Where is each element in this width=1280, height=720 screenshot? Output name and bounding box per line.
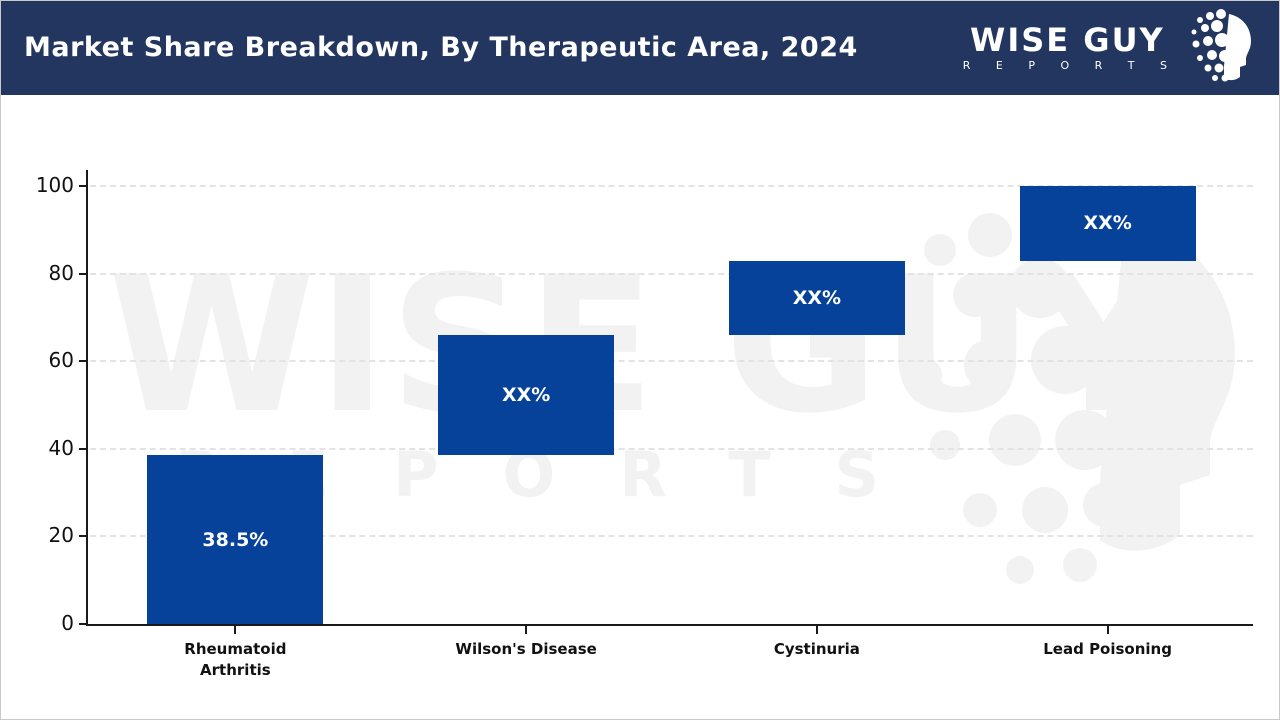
logo-text: WISE GUY R E P O R T S (957, 24, 1178, 72)
y-axis-tick-label: 20 (48, 523, 74, 548)
bar-value-label: 38.5% (202, 528, 269, 551)
gridline (90, 360, 1253, 363)
header-bar: Market Share Breakdown, By Therapeutic A… (0, 0, 1280, 95)
y-axis-line (86, 170, 88, 626)
y-axis-tick-label: 100 (35, 173, 74, 198)
y-axis-tick-label: 40 (48, 435, 74, 460)
gridline (90, 535, 1253, 538)
y-axis-tick (79, 185, 88, 188)
gridline (90, 447, 1253, 450)
x-axis-line (86, 624, 1253, 626)
waterfall-bar: XX% (1019, 186, 1196, 261)
y-axis-tick (79, 447, 88, 450)
waterfall-bar: 38.5% (147, 455, 324, 624)
logo-subtitle: R E P O R T S (962, 58, 1178, 72)
y-axis-tick-label: 0 (61, 611, 74, 635)
dotted-head-icon (1191, 8, 1251, 81)
wise-guy-logo: WISE GUY R E P O R T S (957, 8, 1256, 88)
y-axis-tick (79, 360, 88, 363)
x-axis-tick (525, 626, 528, 634)
x-axis-category-label: Rheumatoid Arthritis (184, 640, 287, 679)
x-axis-category-label: Cystinuria (773, 640, 860, 658)
x-axis-tick (234, 626, 237, 634)
x-axis-tick (1106, 626, 1109, 634)
y-axis-tick (79, 272, 88, 275)
logo-wordmark: WISE GUY (970, 20, 1165, 59)
y-axis-tick-label: 80 (48, 260, 74, 285)
gridline (90, 272, 1253, 275)
x-axis-tick (815, 626, 818, 634)
waterfall-bar: XX% (728, 260, 905, 336)
x-axis-category-label: Lead Poisoning (1043, 640, 1172, 658)
waterfall-bar: XX% (438, 335, 615, 456)
page-title: Market Share Breakdown, By Therapeutic A… (24, 32, 858, 63)
bar-value-label: XX% (1083, 212, 1132, 235)
y-axis-tick-label: 60 (48, 348, 74, 373)
gridline (90, 185, 1253, 188)
bar-value-label: XX% (792, 286, 842, 309)
bar-value-label: XX% (501, 384, 551, 407)
x-axis-category-label: Wilson's Disease (455, 640, 597, 658)
y-axis-tick (79, 535, 88, 538)
y-axis-tick (79, 623, 88, 625)
